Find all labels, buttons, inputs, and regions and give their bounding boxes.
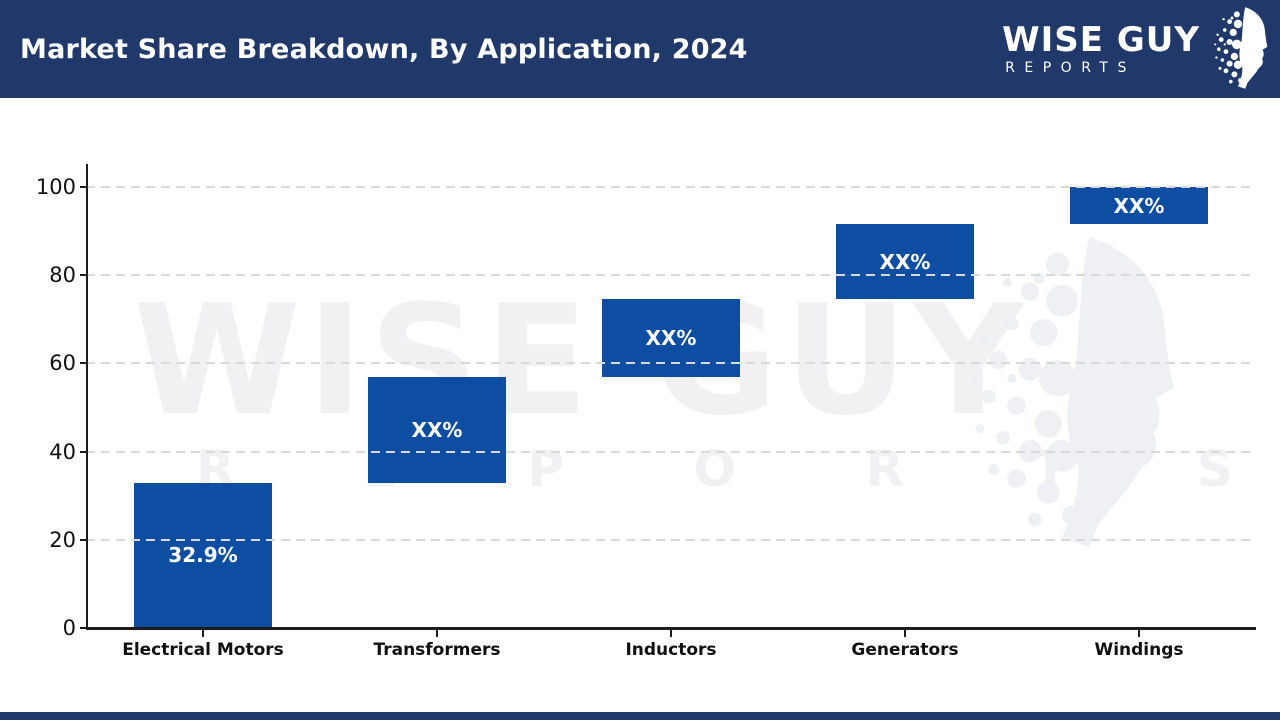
x-tick-label: Generators <box>851 640 959 660</box>
logo-wordmark: WISE GUY <box>1002 19 1200 60</box>
logo-subtitle: REPORTS <box>1005 59 1136 76</box>
bar-windings: XX% <box>1070 187 1208 225</box>
watermark-head-icon <box>948 212 1176 572</box>
y-tick-label: 80 <box>49 263 76 288</box>
bar-value-label: XX% <box>645 326 697 351</box>
gridline-40 <box>86 450 1256 453</box>
y-tick-mark <box>80 362 87 365</box>
x-tick-mark <box>1138 630 1140 637</box>
bar-value-label: XX% <box>411 417 463 442</box>
y-tick-mark <box>80 274 87 277</box>
wiseguy-head-icon <box>1206 6 1270 90</box>
y-tick-label: 40 <box>49 439 76 464</box>
y-tick-label: 20 <box>49 527 76 552</box>
y-tick-label: 0 <box>62 616 76 640</box>
gridline-100 <box>86 186 1256 188</box>
wiseguy-logo: WISE GUY REPORTS <box>1002 6 1270 90</box>
bar-value-label: XX% <box>879 249 931 274</box>
bar-value-label: 32.9% <box>168 543 238 568</box>
x-tick-mark <box>202 630 204 637</box>
x-tick-mark <box>904 630 906 637</box>
x-tick-mark <box>670 630 672 637</box>
bar-transformers: XX% <box>368 376 506 483</box>
bar-electrical-motors: 32.9% <box>134 482 272 628</box>
watermark-wordmark: WISE GUY <box>133 272 1030 449</box>
x-tick-label: Windings <box>1094 640 1184 660</box>
y-tick-mark <box>80 186 87 188</box>
page-title: Market Share Breakdown, By Application, … <box>20 33 748 65</box>
y-tick-label: 100 <box>35 175 76 199</box>
y-tick-mark <box>80 450 87 453</box>
gridline-60 <box>86 362 1256 365</box>
bar-inductors: XX% <box>602 299 740 377</box>
bar-generators: XX% <box>836 224 974 300</box>
footer-bar <box>0 712 1280 720</box>
x-tick-label: Transformers <box>373 640 501 660</box>
y-tick-label: 60 <box>49 351 76 376</box>
x-axis <box>86 627 1256 630</box>
x-tick-label: Inductors <box>625 640 717 660</box>
y-tick-mark <box>80 538 87 541</box>
bar-value-label: XX% <box>1113 193 1165 218</box>
gridline-20 <box>86 538 1256 541</box>
gridline-80 <box>86 274 1256 277</box>
y-tick-mark <box>80 627 87 629</box>
y-axis <box>86 164 88 630</box>
header: Market Share Breakdown, By Application, … <box>0 0 1280 98</box>
x-tick-label: Electrical Motors <box>122 640 284 660</box>
x-tick-mark <box>436 630 438 637</box>
